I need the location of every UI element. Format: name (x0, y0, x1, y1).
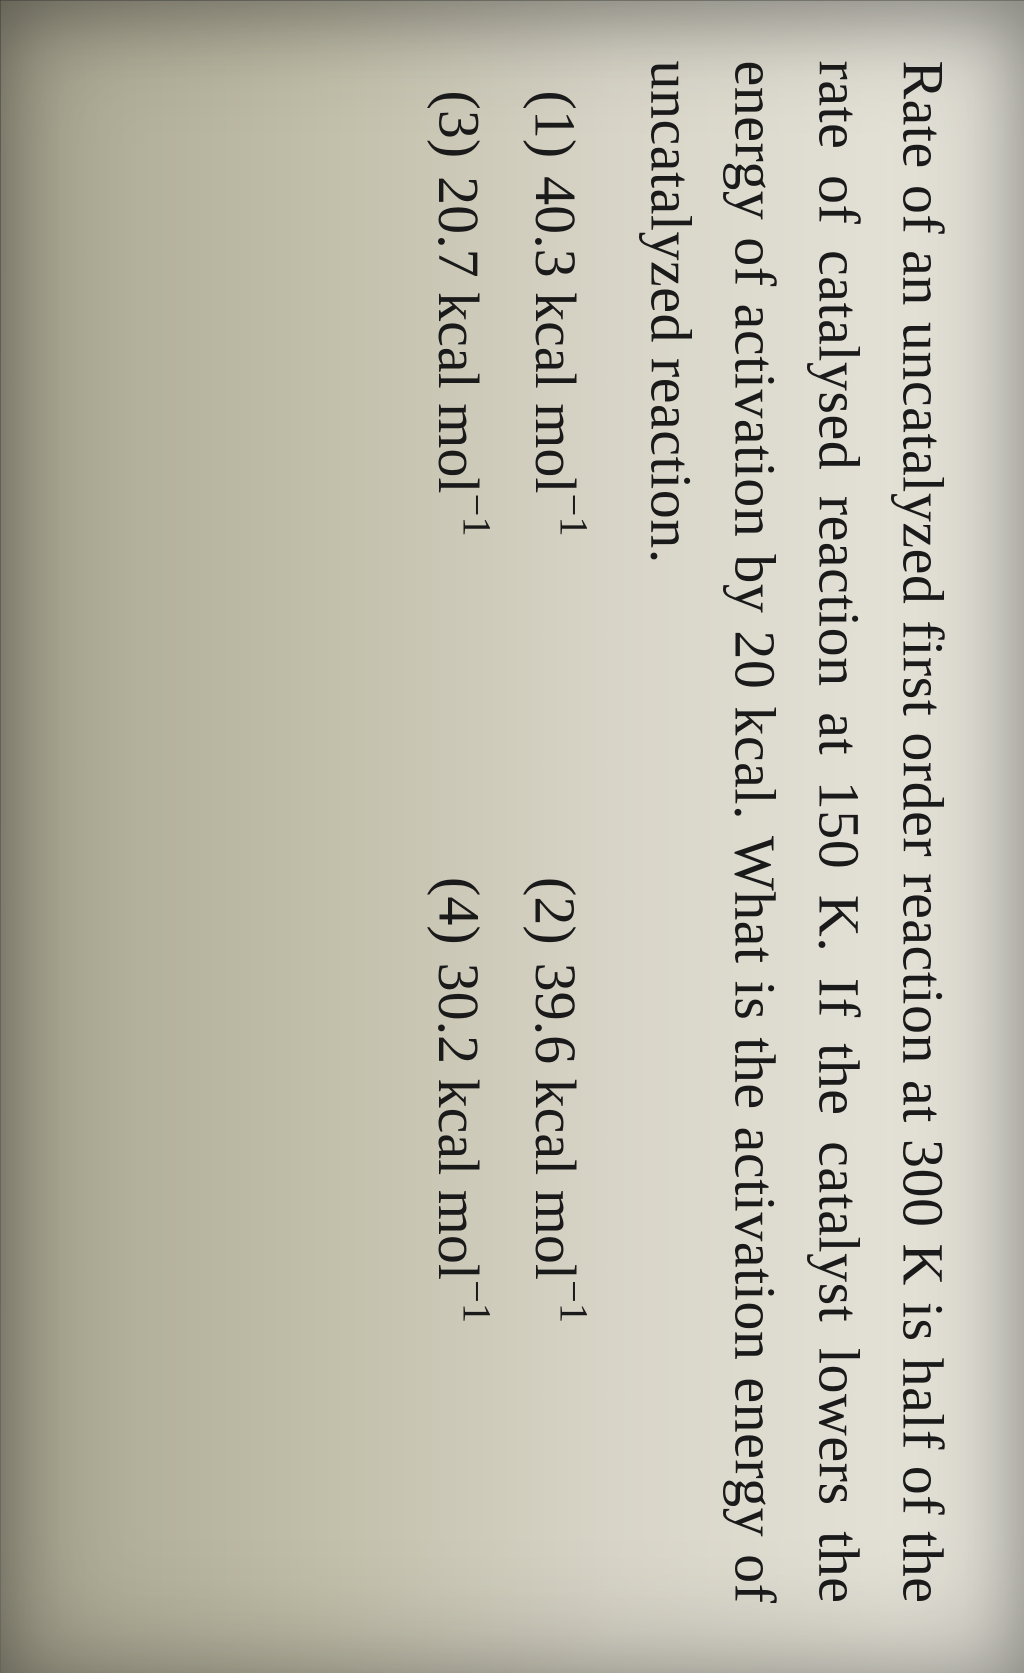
option-value-number: 20.7 (426, 176, 491, 278)
option-value: 20.7 kcal mol−1 (425, 176, 496, 537)
option-unit-base: kcal mol (522, 1078, 587, 1279)
option-4: (4) 30.2 kcal mol−1 (425, 877, 496, 1604)
option-unit-exp: −1 (454, 493, 499, 536)
question-text: Rate of an uncatalyzed first order react… (628, 60, 964, 1603)
option-value-number: 39.6 (522, 962, 587, 1064)
option-3: (3) 20.7 kcal mol−1 (425, 90, 496, 817)
option-number: (4) (425, 877, 492, 945)
option-unit-exp: −1 (454, 1279, 499, 1322)
option-unit-base: kcal mol (426, 292, 491, 493)
option-unit-base: kcal mol (426, 1078, 491, 1279)
options-container: (1) 40.3 kcal mol−1 (2) 39.6 kcal mol−1 … (425, 60, 593, 1603)
option-1: (1) 40.3 kcal mol−1 (521, 90, 592, 817)
option-number: (1) (521, 90, 588, 158)
option-value: 40.3 kcal mol−1 (521, 176, 592, 537)
option-unit-exp: −1 (551, 493, 596, 536)
option-value-number: 30.2 (426, 962, 491, 1064)
option-2: (2) 39.6 kcal mol−1 (521, 877, 592, 1604)
page-container: Rate of an uncatalyzed first order react… (0, 0, 1024, 1673)
option-number: (2) (521, 877, 588, 945)
option-unit-exp: −1 (551, 1279, 596, 1322)
option-value-number: 40.3 (522, 176, 587, 278)
option-unit-base: kcal mol (522, 292, 587, 493)
option-value: 30.2 kcal mol−1 (425, 962, 496, 1323)
option-value: 39.6 kcal mol−1 (521, 962, 592, 1323)
option-number: (3) (425, 90, 492, 158)
